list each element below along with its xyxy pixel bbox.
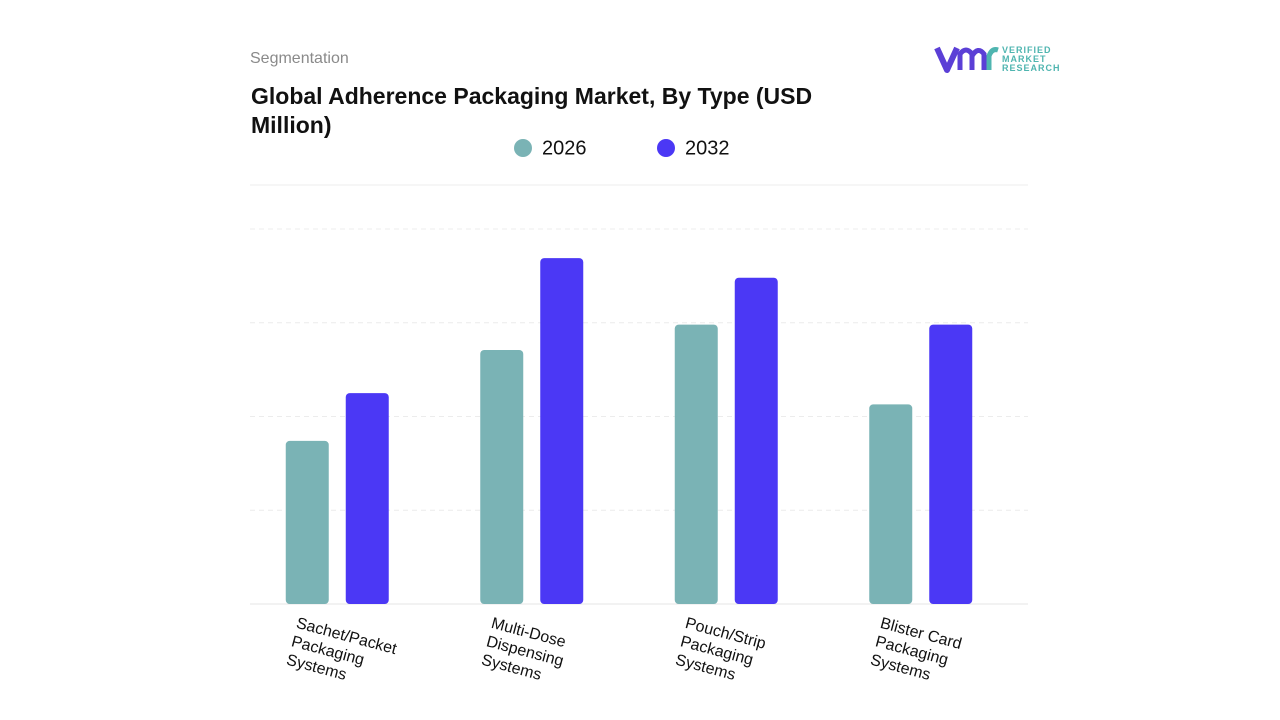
legend-label: 2032 — [685, 137, 730, 159]
logo-text: VERIFIED MARKET RESEARCH — [1002, 45, 1061, 73]
chart-title: Global Adherence Packaging Market, By Ty… — [251, 83, 813, 138]
bar — [540, 258, 584, 604]
section-label: Segmentation — [250, 50, 349, 67]
bar — [869, 404, 913, 604]
legend-label: 2026 — [542, 137, 587, 159]
legend-swatch — [657, 139, 675, 157]
bar — [345, 393, 389, 604]
legend-swatch — [514, 139, 532, 157]
bar — [480, 349, 524, 604]
bar — [674, 324, 718, 604]
bar — [734, 277, 778, 604]
logo — [934, 46, 999, 73]
bar — [285, 440, 329, 604]
bar — [929, 324, 973, 604]
